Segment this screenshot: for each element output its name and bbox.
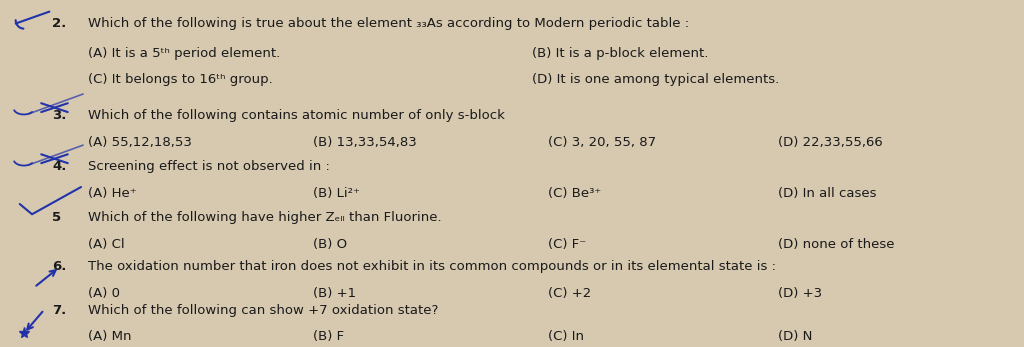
Text: (D) +3: (D) +3 xyxy=(777,287,821,301)
Text: (C) 3, 20, 55, 87: (C) 3, 20, 55, 87 xyxy=(548,136,655,149)
Text: Which of the following is true about the element ₃₃As according to Modern period: Which of the following is true about the… xyxy=(88,17,689,30)
Text: (C) It belongs to 16ᵗʰ group.: (C) It belongs to 16ᵗʰ group. xyxy=(88,73,273,86)
Text: (B) It is a p-block element.: (B) It is a p-block element. xyxy=(532,48,709,60)
Text: (C) Be³⁺: (C) Be³⁺ xyxy=(548,187,601,200)
Text: (C) +2: (C) +2 xyxy=(548,287,591,301)
Text: 7.: 7. xyxy=(52,305,67,318)
Text: The oxidation number that iron does not exhibit in its common compounds or in it: The oxidation number that iron does not … xyxy=(88,260,776,273)
Text: (B) O: (B) O xyxy=(313,238,347,251)
Text: (B) 13,33,54,83: (B) 13,33,54,83 xyxy=(313,136,417,149)
Text: (A) It is a 5ᵗʰ period element.: (A) It is a 5ᵗʰ period element. xyxy=(88,48,281,60)
Text: 4.: 4. xyxy=(52,160,67,173)
Text: (A) Mn: (A) Mn xyxy=(88,330,132,343)
Text: Which of the following contains atomic number of only s-block: Which of the following contains atomic n… xyxy=(88,109,505,122)
Text: (D) 22,33,55,66: (D) 22,33,55,66 xyxy=(777,136,883,149)
Text: 6.: 6. xyxy=(52,260,67,273)
Text: Screening effect is not observed in :: Screening effect is not observed in : xyxy=(88,160,330,173)
Text: Which of the following can show +7 oxidation state?: Which of the following can show +7 oxida… xyxy=(88,305,438,318)
Text: (D) It is one among typical elements.: (D) It is one among typical elements. xyxy=(532,73,779,86)
Text: 5: 5 xyxy=(52,211,61,224)
Text: (D) In all cases: (D) In all cases xyxy=(777,187,876,200)
Text: (D) none of these: (D) none of these xyxy=(777,238,894,251)
Text: (B) F: (B) F xyxy=(313,330,344,343)
Text: (B) Li²⁺: (B) Li²⁺ xyxy=(313,187,359,200)
Text: (C) F⁻: (C) F⁻ xyxy=(548,238,586,251)
Text: (A) Cl: (A) Cl xyxy=(88,238,125,251)
Text: (A) 0: (A) 0 xyxy=(88,287,120,301)
Text: 3.: 3. xyxy=(52,109,67,122)
Text: (B) +1: (B) +1 xyxy=(313,287,356,301)
Text: 2.: 2. xyxy=(52,17,67,30)
Text: Which of the following have higher Zₑₗₗ than Fluorine.: Which of the following have higher Zₑₗₗ … xyxy=(88,211,441,224)
Text: (A) He⁺: (A) He⁺ xyxy=(88,187,137,200)
Text: (C) In: (C) In xyxy=(548,330,584,343)
Text: (A) 55,12,18,53: (A) 55,12,18,53 xyxy=(88,136,193,149)
Text: (D) N: (D) N xyxy=(777,330,812,343)
